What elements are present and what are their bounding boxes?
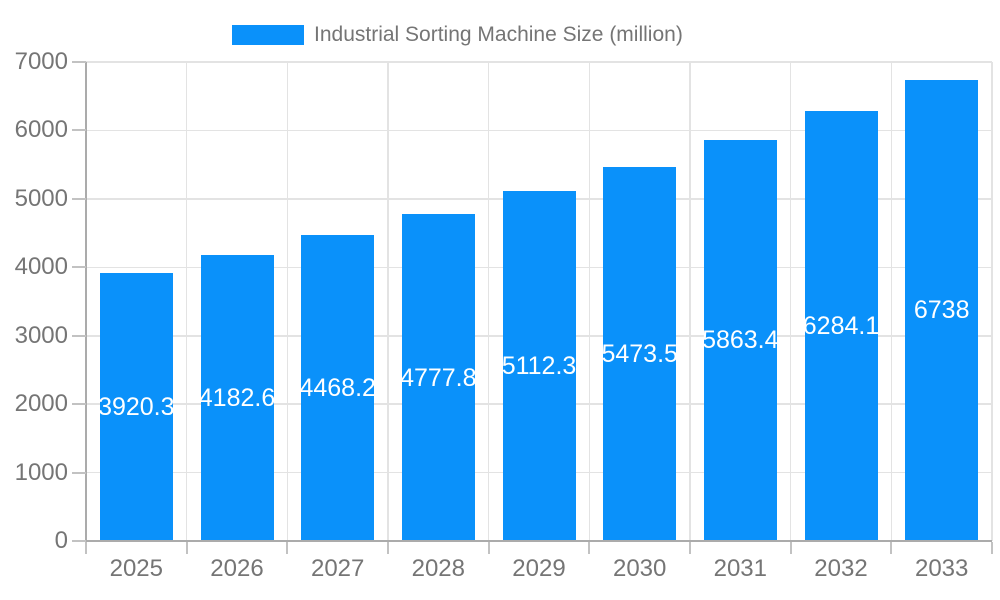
legend-label: Industrial Sorting Machine Size (million… <box>314 23 683 46</box>
x-gridline <box>588 62 591 541</box>
bar[interactable]: 6738 <box>905 79 979 541</box>
bar-value-label: 6284.1 <box>802 312 880 340</box>
x-tick <box>789 542 792 554</box>
bar-value-label: 6738 <box>913 296 970 325</box>
bar-value-label: 5863.4 <box>702 326 779 355</box>
bar[interactable]: 5112.3 <box>501 191 577 541</box>
x-gridline <box>890 62 893 541</box>
chart-legend[interactable]: Industrial Sorting Machine Size (million… <box>232 22 683 48</box>
bar[interactable]: 4468.2 <box>299 235 376 541</box>
x-tick <box>588 542 591 554</box>
x-gridline <box>991 62 993 541</box>
bar[interactable]: 6284.1 <box>802 111 880 541</box>
x-gridline <box>789 62 792 541</box>
y-tick <box>72 197 86 200</box>
x-tick <box>85 542 87 554</box>
y-gridline <box>86 61 992 63</box>
x-gridline <box>185 62 188 541</box>
y-tick <box>72 129 86 132</box>
y-tick-label: 6000 <box>14 116 68 144</box>
legend-swatch-icon <box>232 25 304 45</box>
bar[interactable]: 4777.8 <box>400 214 477 541</box>
y-tick-label: 4000 <box>14 253 68 281</box>
y-tick <box>72 334 86 337</box>
y-tick-label: 0 <box>54 527 68 554</box>
x-tick <box>991 542 993 554</box>
y-tick <box>72 61 86 63</box>
bar[interactable]: 4182.6 <box>198 254 276 541</box>
bar-value-label: 4468.2 <box>299 374 376 403</box>
x-gridline <box>286 62 289 541</box>
y-tick-label: 7000 <box>14 48 68 75</box>
bar[interactable]: 5473.5 <box>601 166 678 541</box>
x-tick-label: 2032 <box>814 555 868 582</box>
x-tick-label: 2030 <box>612 555 667 582</box>
bar-value-label: 3920.3 <box>98 392 175 421</box>
x-tick <box>387 542 389 554</box>
x-tick <box>689 542 691 554</box>
x-gridline <box>689 62 691 541</box>
x-tick <box>487 542 490 554</box>
y-tick <box>72 266 86 269</box>
bar[interactable]: 3920.3 <box>98 272 175 541</box>
x-tick <box>185 542 188 554</box>
y-tick-label: 3000 <box>14 321 68 349</box>
x-tick-label: 2027 <box>310 555 365 582</box>
x-tick <box>286 542 289 554</box>
x-tick-label: 2028 <box>411 555 465 582</box>
x-tick-label: 2031 <box>713 555 767 582</box>
bar[interactable]: 5863.4 <box>702 139 779 541</box>
x-gridline <box>387 62 389 541</box>
bar-value-label: 4182.6 <box>198 383 276 412</box>
x-tick-label: 2025 <box>109 555 163 582</box>
x-tick <box>890 542 893 554</box>
y-gridline <box>86 129 992 132</box>
y-tick <box>72 403 86 406</box>
bar-value-label: 5473.5 <box>601 339 678 368</box>
y-tick-label: 2000 <box>14 390 68 418</box>
plot-area: 3920.3 4182.6 4468.2 4777.8 5112.3 5473.5 5863… <box>86 61 993 541</box>
y-tick-label: 1000 <box>14 458 68 486</box>
x-gridline <box>487 62 490 541</box>
y-tick-label: 5000 <box>14 184 68 212</box>
x-tick-label: 2029 <box>512 555 566 582</box>
y-tick <box>72 540 86 542</box>
y-tick <box>72 471 86 474</box>
x-tick-label: 2026 <box>210 555 264 582</box>
bar-value-label: 4777.8 <box>400 363 477 392</box>
x-tick-label: 2033 <box>914 555 969 582</box>
bar-value-label: 5112.3 <box>501 352 577 381</box>
